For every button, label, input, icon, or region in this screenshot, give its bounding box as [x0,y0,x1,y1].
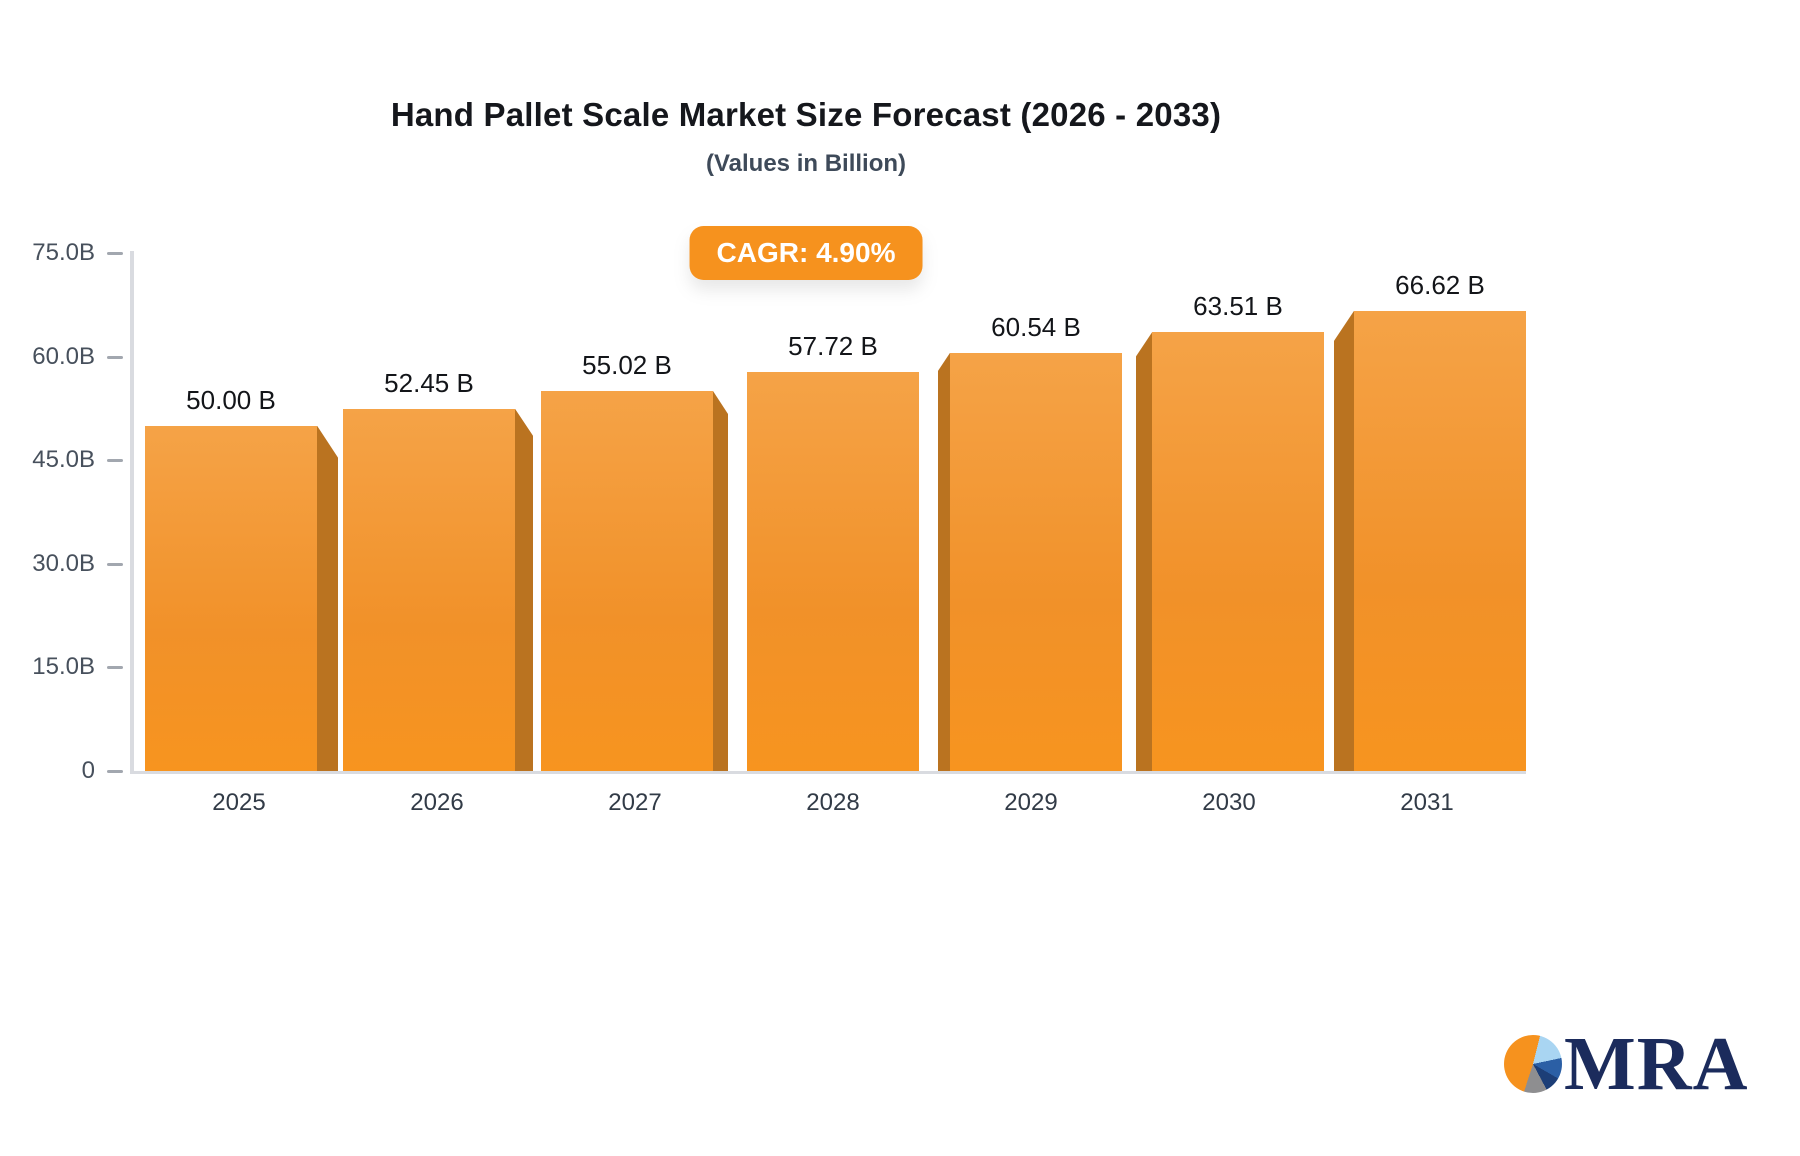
bar-value-label: 57.72 B [788,331,878,362]
bar-column: 66.62 B 2031 [1328,253,1526,816]
pie-chart-logo-icon [1504,1035,1562,1094]
x-axis-line [130,771,1526,774]
bar [950,352,1122,771]
brand-logo-text: MRA [1564,1022,1749,1106]
y-axis-tick-label: 15.0B [32,653,95,681]
bar-column: 52.45 B 2026 [338,253,536,816]
chart-subtitle: (Values in Billion) [705,150,907,177]
bar-3d-side [317,425,338,771]
bar-value-label: 50.00 B [186,384,276,415]
y-axis-tick-mark [107,459,123,463]
bar-column: 50.00 B 2025 [140,253,338,816]
x-axis-category-label: 2026 [410,789,464,816]
plot-area: 75.0B 60.0B 45.0B 30.0B 15.0B 0 50.00 B 2025 52.… [32,240,1526,816]
bar [1152,332,1324,771]
y-axis-tick-label: 45.0B [32,446,95,474]
y-axis-tick-mark [107,562,123,566]
y-axis-tick-mark [107,770,123,773]
bar-column: 63.51 B 2030 [1130,253,1328,816]
y-axis-tick-mark [107,666,123,670]
y-axis-tick-label: 75.0B [32,239,95,266]
bar-3d-side [1334,310,1354,771]
bar-3d-side [1136,332,1152,771]
bar [145,425,317,771]
bar-value-label: 55.02 B [582,349,672,380]
y-axis-tick-mark [107,252,123,255]
bar-value-label: 60.54 B [991,311,1081,342]
brand-logo: MRA [1504,1022,1749,1106]
x-axis-category-label: 2031 [1400,789,1454,816]
x-axis-category-label: 2029 [1004,789,1058,816]
y-axis-tick-label: 0 [81,757,95,784]
bar-column: 60.54 B 2029 [932,253,1130,816]
bar-column: 57.72 B 2028 [734,253,932,816]
x-axis-category-label: 2027 [608,789,662,816]
bar [541,391,713,771]
cagr-badge: CAGR: 4.90% [689,226,923,280]
bar-value-label: 66.62 B [1395,269,1485,300]
bar-value-label: 63.51 B [1193,291,1283,322]
bar-3d-side [713,391,728,771]
y-axis-line [130,251,134,771]
bar-value-label: 52.45 B [384,367,474,398]
y-axis-tick-label: 60.0B [32,342,95,370]
y-axis-tick-label: 30.0B [32,549,95,577]
bar-3d-side [515,408,533,771]
x-axis-category-label: 2025 [212,789,266,816]
bar [343,408,515,771]
x-axis-category-label: 2028 [806,789,860,816]
chart-title: Hand Pallet Scale Market Size Forecast (… [390,96,1222,133]
bar [747,372,919,771]
x-axis-category-label: 2030 [1202,789,1256,816]
bar-3d-side [938,352,950,771]
bar-column: 55.02 B 2027 [536,253,734,816]
bar [1354,310,1526,771]
y-axis-tick-mark [107,355,123,359]
